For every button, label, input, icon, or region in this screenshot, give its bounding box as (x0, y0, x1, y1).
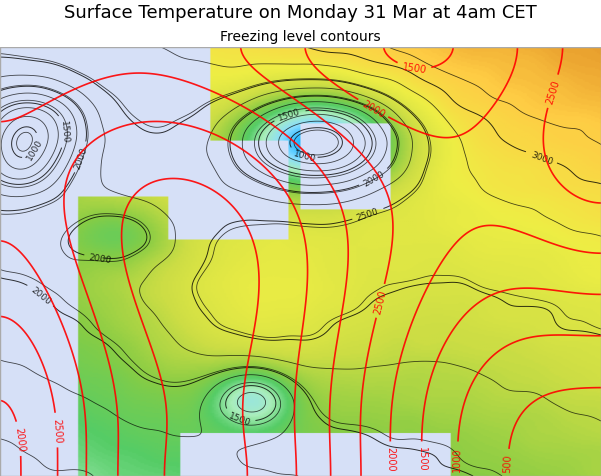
Text: 2500: 2500 (356, 207, 380, 222)
Text: 2000: 2000 (362, 169, 386, 188)
Text: Freezing level contours: Freezing level contours (220, 30, 381, 44)
Text: 2000: 2000 (385, 446, 395, 471)
Text: 2500: 2500 (373, 288, 388, 314)
Text: 500: 500 (502, 454, 513, 473)
Text: 1500: 1500 (59, 120, 70, 144)
Text: 2000: 2000 (360, 99, 386, 119)
Text: 1000: 1000 (25, 137, 44, 161)
Text: 2500: 2500 (51, 417, 63, 443)
Text: 1500: 1500 (401, 62, 427, 75)
Text: 1500: 1500 (227, 410, 252, 427)
Text: 2000: 2000 (29, 285, 52, 306)
Text: 2000: 2000 (88, 252, 112, 264)
Text: 2500: 2500 (545, 79, 561, 105)
Text: 3000: 3000 (529, 149, 554, 166)
Text: 1000: 1000 (293, 149, 317, 164)
Text: 2000: 2000 (73, 146, 90, 170)
Text: Surface Temperature on Monday 31 Mar at 4am CET: Surface Temperature on Monday 31 Mar at … (64, 4, 537, 22)
Text: 1000: 1000 (452, 446, 463, 471)
Text: 1500: 1500 (277, 107, 302, 123)
Text: 1500: 1500 (416, 446, 427, 471)
Text: 2000: 2000 (13, 426, 26, 452)
